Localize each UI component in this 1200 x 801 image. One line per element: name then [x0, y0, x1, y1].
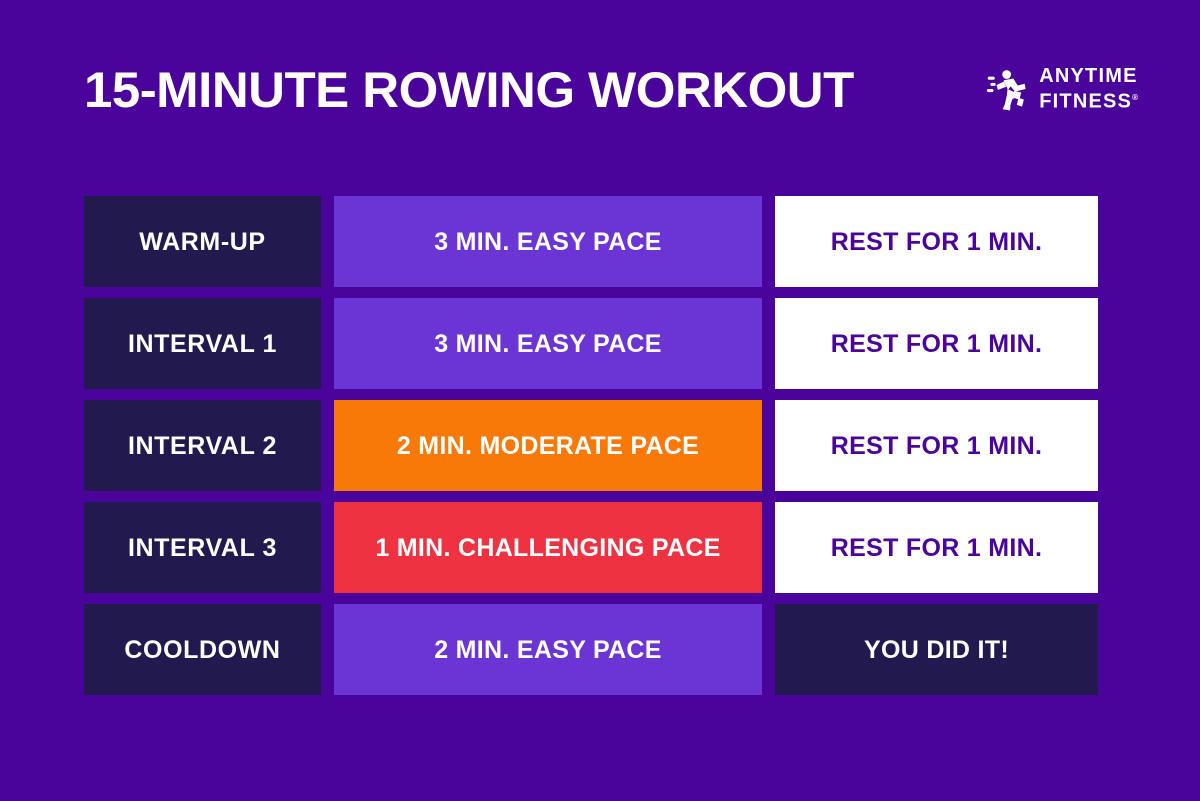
- segment-rest-cell: REST FOR 1 MIN.: [775, 196, 1098, 287]
- segment-activity-cell-text: 2 MIN. MODERATE PACE: [396, 431, 700, 460]
- workout-row: WARM-UP 3 MIN. EASY PACE REST FOR 1 MIN.: [84, 196, 1098, 287]
- workout-row: COOLDOWN 2 MIN. EASY PACE YOU DID IT!: [84, 604, 1098, 695]
- registered-trademark-mark: ®: [1132, 93, 1138, 102]
- segment-label-cell: INTERVAL 2: [84, 400, 321, 491]
- segment-label-cell-text: WARM-UP: [139, 227, 266, 256]
- segment-label-cell-text: INTERVAL 1: [127, 329, 278, 358]
- brand-wordmark-line2-text: FITNESS: [1039, 90, 1133, 113]
- segment-activity-cell: 1 MIN. CHALLENGING PACE: [334, 502, 762, 593]
- segment-label-cell-text: INTERVAL 3: [127, 533, 278, 562]
- segment-rest-cell-text: REST FOR 1 MIN.: [830, 329, 1043, 358]
- segment-activity-cell-text: 3 MIN. EASY PACE: [434, 227, 662, 256]
- segment-activity-cell: 2 MIN. MODERATE PACE: [334, 400, 762, 491]
- poster-header: 15-MINUTE ROWING WORKOUT: [0, 0, 1200, 196]
- segment-activity-cell-text: 3 MIN. EASY PACE: [434, 329, 662, 358]
- workout-row: INTERVAL 3 1 MIN. CHALLENGING PACE REST FO…: [84, 502, 1098, 593]
- brand-wordmark: ANYTIME FITNESS®: [1039, 66, 1138, 113]
- segment-rest-cell-text: YOU DID IT!: [864, 635, 1009, 664]
- segment-label-cell-text: COOLDOWN: [124, 635, 281, 664]
- segment-activity-cell: 3 MIN. EASY PACE: [334, 196, 762, 287]
- workout-row: INTERVAL 2 2 MIN. MODERATE PACE REST FOR 1…: [84, 400, 1098, 491]
- segment-label-cell-text: INTERVAL 2: [127, 431, 278, 460]
- page-title: 15-MINUTE ROWING WORKOUT: [84, 62, 854, 118]
- segment-activity-cell: 2 MIN. EASY PACE: [334, 604, 762, 695]
- segment-activity-cell-text: 2 MIN. EASY PACE: [434, 635, 662, 664]
- segment-rest-cell-text: REST FOR 1 MIN.: [830, 533, 1043, 562]
- segment-rest-cell-text: REST FOR 1 MIN.: [830, 431, 1043, 460]
- segment-activity-cell-text: 1 MIN. CHALLENGING PACE: [375, 533, 721, 562]
- running-person-icon: [986, 67, 1030, 111]
- segment-label-cell: INTERVAL 3: [84, 502, 321, 593]
- segment-rest-cell: REST FOR 1 MIN.: [775, 502, 1098, 593]
- workout-row: INTERVAL 1 3 MIN. EASY PACE REST FOR 1 MIN…: [84, 298, 1098, 389]
- segment-rest-cell: REST FOR 1 MIN.: [775, 298, 1098, 389]
- segment-label-cell: WARM-UP: [84, 196, 321, 287]
- workout-grid: WARM-UP 3 MIN. EASY PACE REST FOR 1 MIN. IN…: [84, 196, 1098, 695]
- segment-label-cell: COOLDOWN: [84, 604, 321, 695]
- segment-activity-cell: 3 MIN. EASY PACE: [334, 298, 762, 389]
- brand-logo: ANYTIME FITNESS®: [986, 66, 1138, 113]
- brand-wordmark-line1: ANYTIME: [1039, 65, 1138, 87]
- brand-wordmark-line2: FITNESS®: [1039, 87, 1138, 113]
- segment-rest-cell: REST FOR 1 MIN.: [775, 400, 1098, 491]
- segment-label-cell: INTERVAL 1: [84, 298, 321, 389]
- segment-rest-cell: YOU DID IT!: [775, 604, 1098, 695]
- segment-rest-cell-text: REST FOR 1 MIN.: [830, 227, 1043, 256]
